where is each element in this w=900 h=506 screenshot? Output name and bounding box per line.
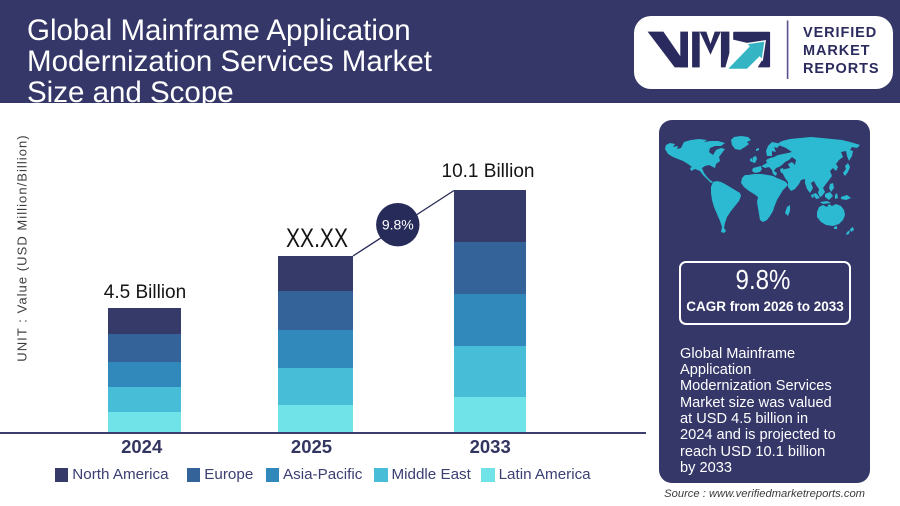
svg-text:9.8%: 9.8% xyxy=(382,217,414,233)
svg-text:MARKET: MARKET xyxy=(803,43,870,59)
svg-text:VERIFIED: VERIFIED xyxy=(803,25,877,41)
svg-text:REPORTS: REPORTS xyxy=(803,61,879,77)
